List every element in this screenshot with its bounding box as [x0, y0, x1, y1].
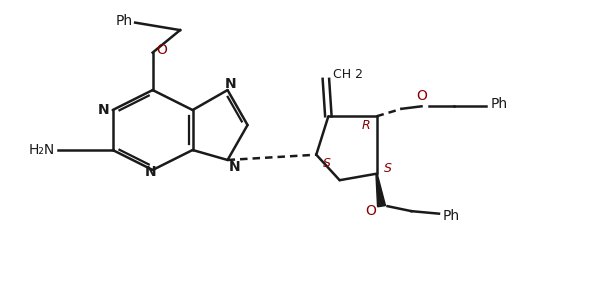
Text: O: O [156, 43, 167, 57]
Text: S: S [384, 162, 391, 175]
Text: N: N [98, 103, 110, 117]
Text: Ph: Ph [491, 97, 508, 111]
Text: H₂N: H₂N [29, 143, 55, 157]
Text: N: N [145, 165, 156, 179]
Text: N: N [224, 77, 236, 91]
Text: O: O [416, 89, 427, 103]
Polygon shape [376, 174, 385, 207]
Text: R: R [361, 119, 370, 132]
Text: S: S [323, 157, 331, 170]
Text: CH 2: CH 2 [333, 68, 364, 81]
Text: O: O [365, 204, 376, 218]
Text: Ph: Ph [116, 14, 132, 28]
Text: N: N [229, 160, 241, 174]
Text: Ph: Ph [443, 209, 460, 223]
